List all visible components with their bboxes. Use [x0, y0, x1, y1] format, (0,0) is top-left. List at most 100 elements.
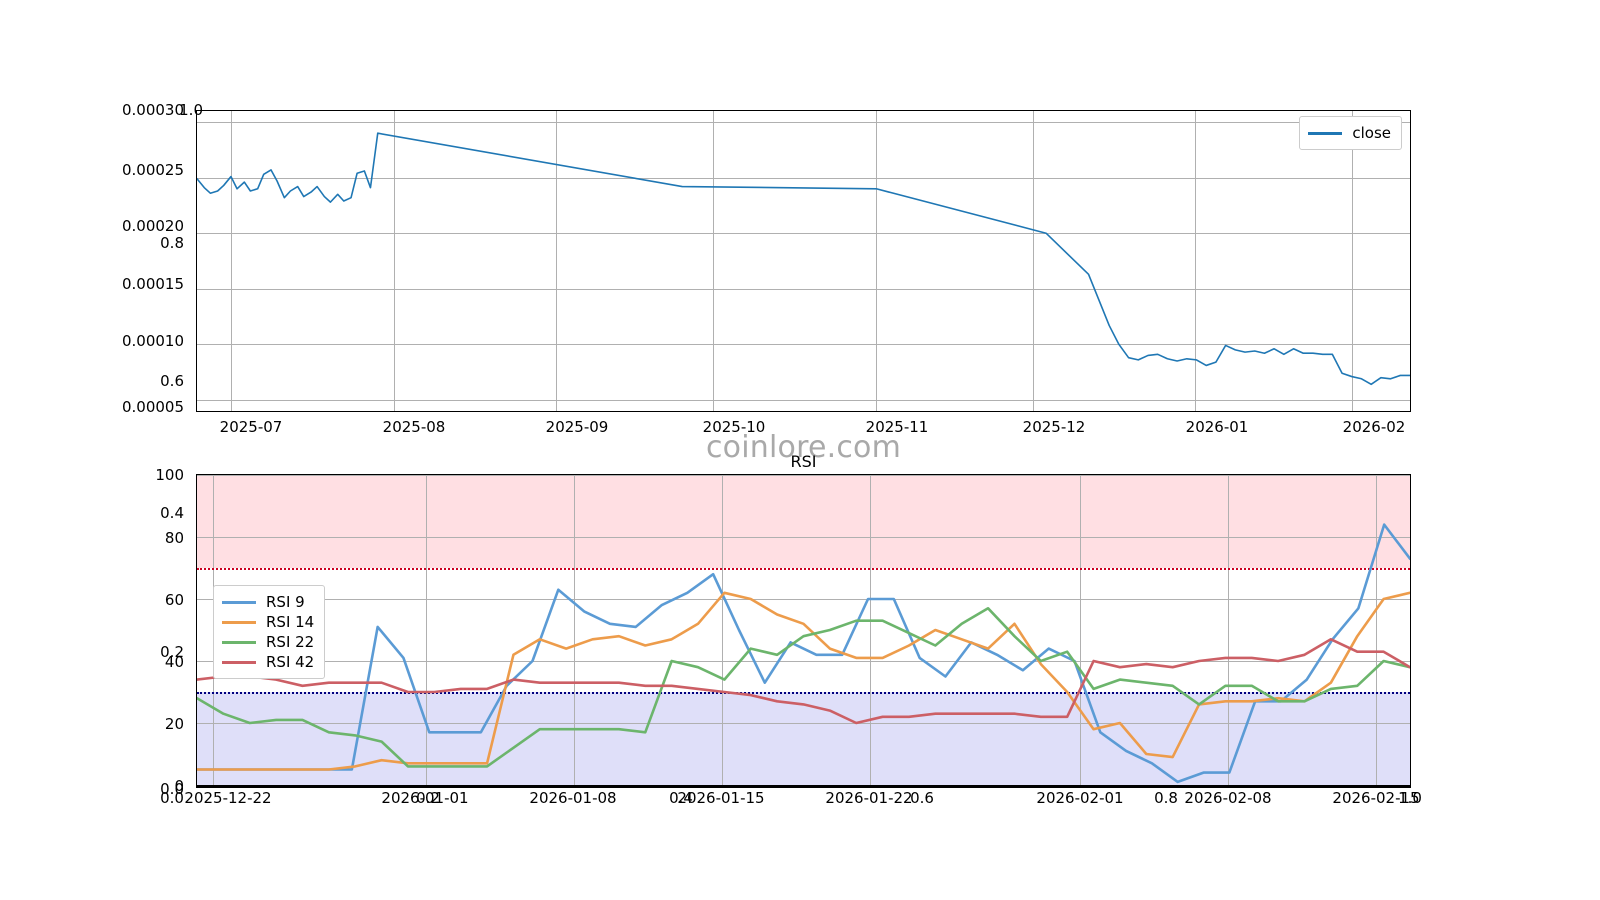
price-gridline-v-5 [1032, 111, 1034, 411]
legend-label-rsi-22: RSI 22 [266, 633, 315, 651]
price-ytick-0: 0.00030 [121, 101, 184, 119]
rsi-x-axis-line [196, 786, 1411, 788]
legend-item-rsi-22: RSI 22 [222, 632, 314, 652]
price-gridline-h-1 [197, 344, 1410, 346]
rsi-ytick-60: 60 [164, 591, 184, 609]
price-ytick-3: 0.00015 [121, 275, 184, 293]
rsi-ytick-secondary-0-0: 0.0 [160, 780, 184, 798]
legend-item-rsi-9: RSI 9 [222, 592, 314, 612]
rsi-xtick-2: 2026-01-08 [529, 789, 617, 807]
price-ytick-secondary-0: 0.6 [160, 372, 184, 390]
rsi-line-series [197, 523, 1410, 784]
price-legend[interactable]: close [1299, 116, 1402, 150]
rsi-xtick-5: 2026-02-01 [1036, 789, 1124, 807]
price-xtick-3: 2025-10 [702, 418, 766, 436]
price-gridline-v-4 [875, 111, 877, 411]
rsi-gridline-h-2 [197, 661, 1410, 662]
price-ytick-5: 0.00005 [121, 398, 184, 416]
rsi-xtick-6: 2026-02-08 [1184, 789, 1272, 807]
rsi-ytick-0: 0 [174, 777, 184, 795]
rsi-gridline-h-4 [197, 537, 1410, 538]
rsi-ytick-100: 100 [155, 466, 184, 484]
rsi-gridline-h-5 [197, 475, 1410, 476]
rsi-xtick-secondary-4: 0.8 [1154, 789, 1178, 807]
price-gridline-h-5 [197, 122, 1410, 124]
rsi-ytick-80: 80 [164, 529, 184, 547]
rsi-xtick-3: 2026-01-15 [677, 789, 765, 807]
legend-label-rsi-42: RSI 42 [266, 653, 315, 671]
price-xtick-6: 2026-01 [1185, 418, 1249, 436]
rsi-xtick-0: 2025-12-22 [184, 789, 272, 807]
legend-label-rsi-14: RSI 14 [266, 613, 315, 631]
rsi-gridline-v-1 [426, 475, 428, 785]
rsi-gridline-h-1 [197, 723, 1410, 724]
rsi-gridline-v-2 [574, 475, 576, 785]
rsi-gridline-v-7 [1376, 475, 1378, 785]
rsi-xtick-secondary-5: 1.0 [1398, 789, 1422, 807]
rsi-series-rsi-42 [197, 638, 1410, 725]
legend-item-rsi-42: RSI 42 [222, 652, 314, 672]
price-gridline-v-1 [393, 111, 395, 411]
rsi-gridline-v-3 [722, 475, 724, 785]
price-ytick-1: 0.00025 [121, 161, 184, 179]
price-gridline-v-6 [1195, 111, 1197, 411]
price-xtick-5: 2025-12 [1022, 418, 1086, 436]
rsi-gridline-v-5 [1080, 475, 1082, 785]
overbought-threshold-line [197, 568, 1410, 570]
close-swatch [1308, 131, 1343, 135]
price-xtick-2: 2025-09 [545, 418, 609, 436]
rsi-gridline-v-6 [1228, 475, 1230, 785]
price-gridline-v-2 [556, 111, 558, 411]
price-gridline-h-2 [197, 288, 1410, 290]
rsi-plot-area [197, 475, 1410, 785]
legend-label-rsi-9: RSI 9 [266, 593, 305, 611]
price-ytick-secondary-1: 0.8 [160, 234, 184, 252]
price-ytick-2: 0.00020 [121, 217, 184, 235]
rsi-series-rsi-9 [197, 523, 1410, 784]
rsi-chart-panel: RSI 9 RSI 14 RSI 22 RSI 42 [196, 474, 1411, 786]
price-chart-panel: close [196, 110, 1411, 412]
price-xtick-4: 2025-11 [865, 418, 929, 436]
rsi-xtick-4: 2026-01-22 [825, 789, 913, 807]
rsi-xtick-1: 2026-01-01 [381, 789, 469, 807]
oversold-band [197, 692, 1410, 785]
legend-label-close: close [1352, 124, 1391, 142]
rsi22-swatch [222, 640, 256, 644]
rsi-ytick-40: 40 [164, 653, 184, 671]
rsi42-swatch [222, 660, 256, 664]
rsi-gridline-v-4 [869, 475, 871, 785]
rsi-ytick-20: 20 [164, 715, 184, 733]
rsi-xtick-secondary-1: 0.2 [416, 789, 440, 807]
rsi-legend[interactable]: RSI 9 RSI 14 RSI 22 RSI 42 [213, 585, 326, 679]
oversold-threshold-line [197, 692, 1410, 694]
price-ytick-4: 0.00010 [121, 332, 184, 350]
legend-item-rsi-14: RSI 14 [222, 612, 314, 632]
rsi-series-rsi-22 [197, 607, 1410, 768]
legend-item-close: close [1308, 123, 1391, 143]
overbought-band [197, 475, 1410, 568]
rsi-title: RSI [790, 452, 817, 471]
rsi-xtick-secondary-3: 0.6 [910, 789, 934, 807]
price-gridline-v-7 [1352, 111, 1354, 411]
price-gridline-v-3 [713, 111, 715, 411]
rsi-xtick-7: 2026-02-15 [1332, 789, 1420, 807]
price-xtick-1: 2025-08 [382, 418, 446, 436]
price-plot-area [197, 111, 1410, 411]
price-gridline-v-0 [230, 111, 232, 411]
watermark: coinlore.com [705, 430, 902, 465]
rsi-gridline-h-3 [197, 599, 1410, 600]
rsi-ytick-secondary-0-4: 0.4 [160, 504, 184, 522]
price-line-series [197, 132, 1410, 386]
rsi-ytick-secondary-0-2: 0.2 [160, 643, 184, 661]
price-series-close [197, 132, 1410, 386]
price-ytick-secondary-2: 1.0 [179, 101, 203, 119]
price-gridline-h-4 [197, 177, 1410, 179]
rsi-xtick-secondary-0: 0.0 [160, 789, 184, 807]
price-gridline-h-3 [197, 233, 1410, 235]
price-gridline-h-0 [197, 399, 1410, 401]
rsi-xtick-secondary-2: 0.4 [669, 789, 693, 807]
rsi14-swatch [222, 620, 256, 624]
price-xtick-0: 2025-07 [219, 418, 283, 436]
rsi-series-rsi-14 [197, 591, 1410, 771]
